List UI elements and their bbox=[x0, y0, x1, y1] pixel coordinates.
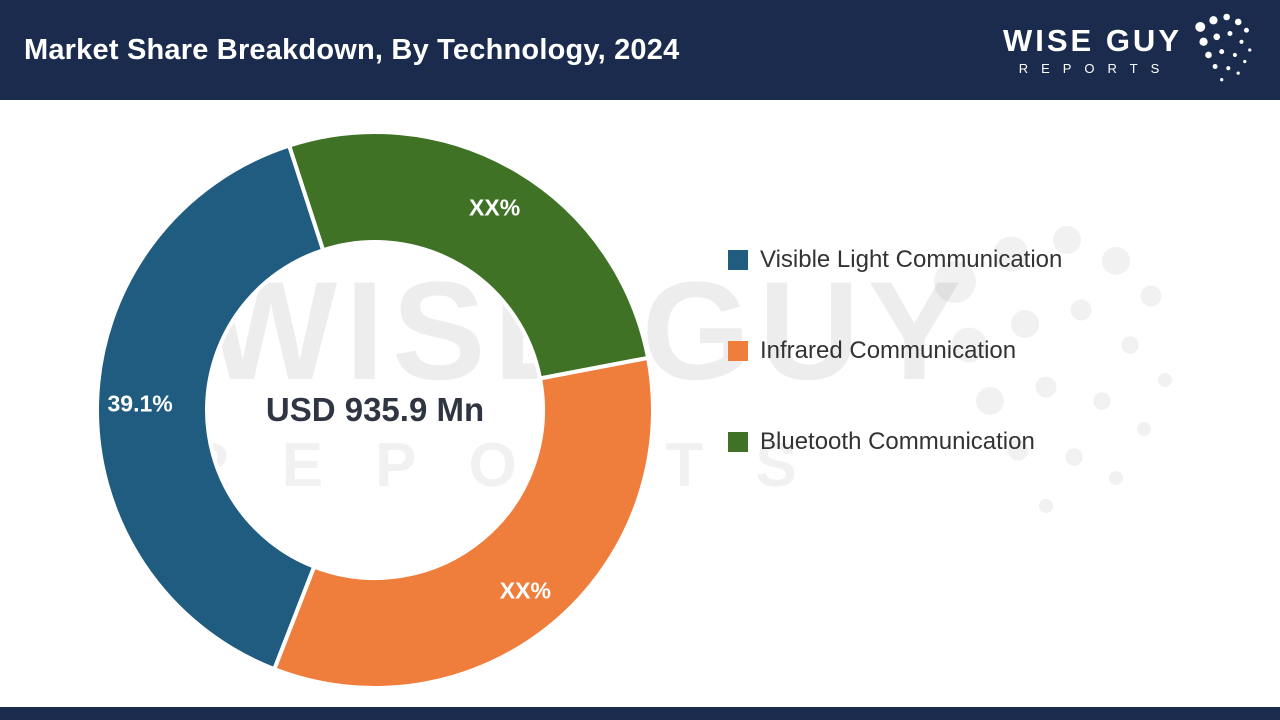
legend-label-visible-light: Visible Light Communication bbox=[760, 246, 1063, 273]
legend-swatch-visible-light bbox=[728, 250, 748, 270]
slice-visible-light bbox=[95, 143, 326, 672]
legend-swatch-bluetooth bbox=[728, 432, 748, 452]
brand-logo-line1: WISE GUY bbox=[1002, 23, 1182, 58]
donut-center-value: USD 935.9 Mn bbox=[265, 391, 485, 428]
legend-label-infrared: Infrared Communication bbox=[760, 337, 1017, 364]
footer-bar bbox=[0, 707, 1280, 720]
header: Market Share Breakdown, By Technology, 2… bbox=[0, 0, 1280, 100]
brand-logo-line2: REPORTS bbox=[1018, 61, 1173, 76]
donut-chart: XX% XX% 39.1% bbox=[95, 130, 655, 690]
slice-infrared bbox=[272, 355, 655, 690]
legend-item-infrared: Infrared Communication bbox=[728, 337, 1062, 365]
legend-item-bluetooth: Bluetooth Communication bbox=[728, 428, 1062, 456]
brand-logo-head-icon bbox=[1195, 13, 1252, 82]
slice-bluetooth bbox=[287, 130, 651, 381]
slice-label-visible-light: 39.1% bbox=[107, 390, 172, 416]
donut-chart-wrap: XX% XX% 39.1% bbox=[95, 130, 655, 690]
page-title: Market Share Breakdown, By Technology, 2… bbox=[24, 33, 680, 66]
slice-label-bluetooth: XX% bbox=[469, 195, 520, 221]
legend-label-bluetooth: Bluetooth Communication bbox=[760, 428, 1035, 455]
slice-label-infrared: XX% bbox=[500, 578, 551, 604]
brand-logo-text: WISE GUY REPORTS bbox=[1003, 25, 1182, 75]
brand-logo: WISE GUY REPORTS bbox=[1003, 10, 1258, 90]
legend-swatch-infrared bbox=[728, 341, 748, 361]
watermark-head-icon bbox=[934, 226, 1172, 513]
legend-item-visible-light: Visible Light Communication bbox=[728, 246, 1062, 274]
legend: Visible Light Communication Infrared Com… bbox=[728, 246, 1062, 456]
watermark-text-line2: REPORTS bbox=[185, 431, 849, 500]
